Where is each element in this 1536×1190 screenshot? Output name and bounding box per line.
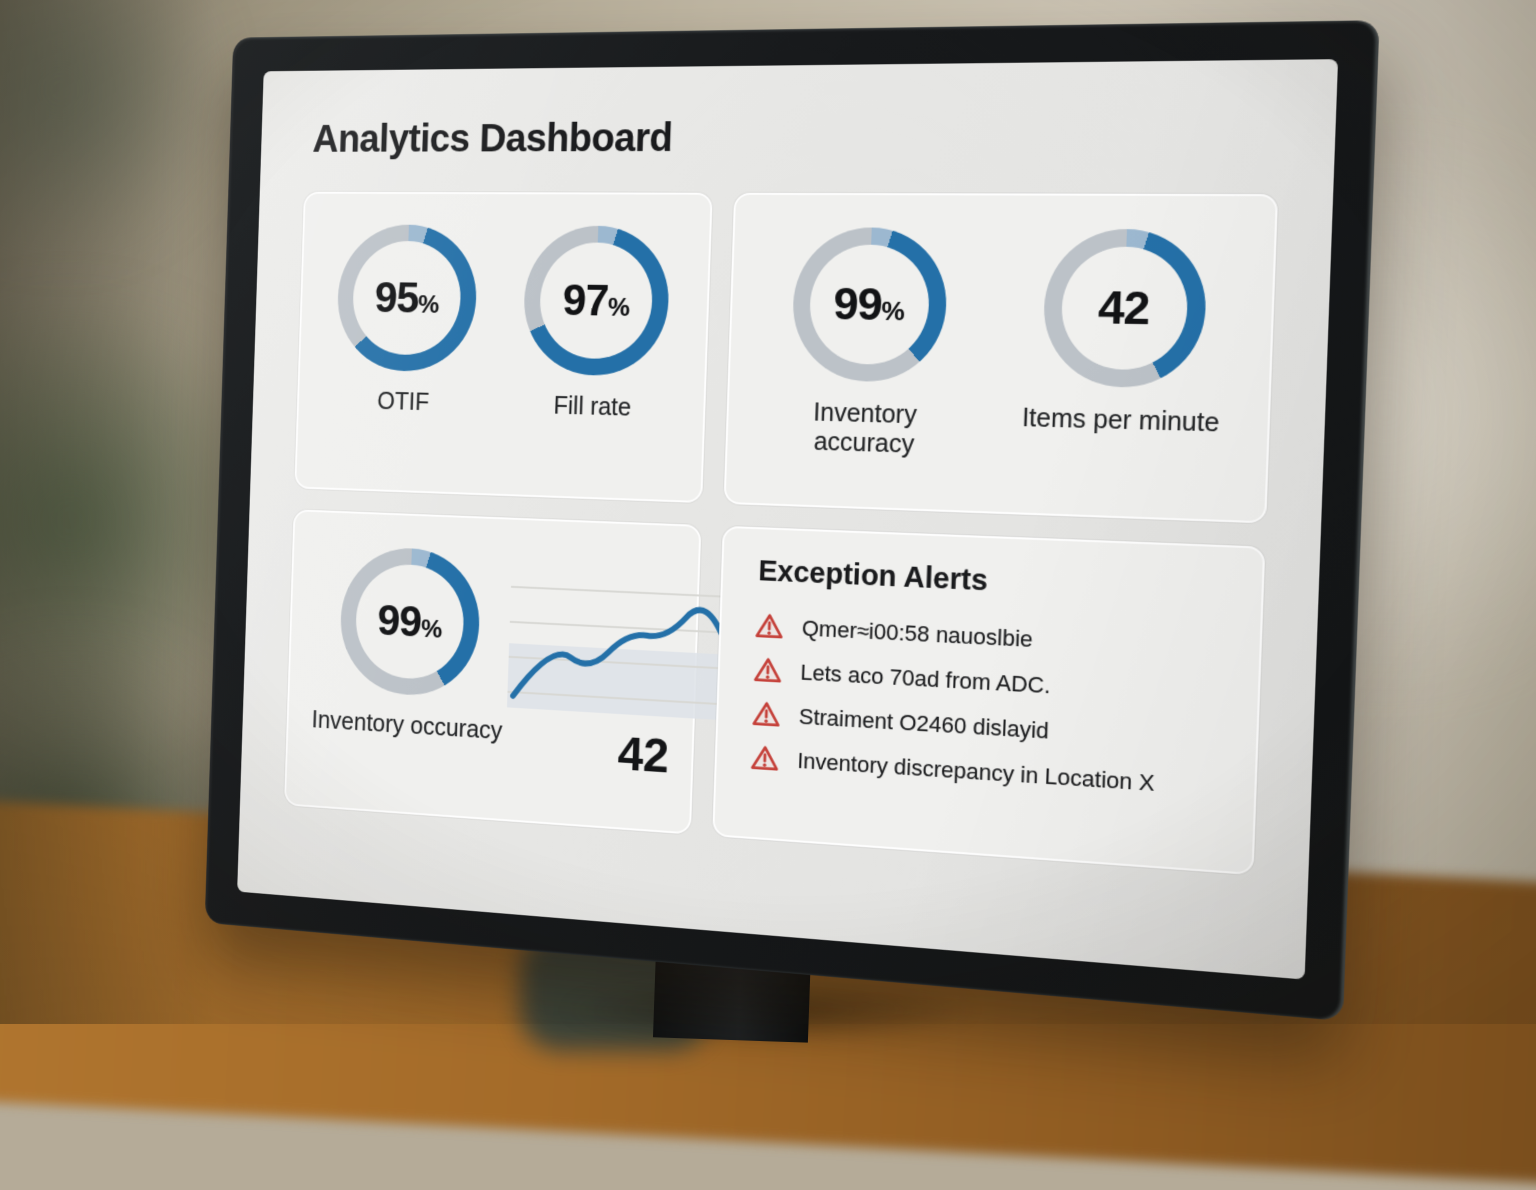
gauge-inventory-occuracy: 99% Inventory occuracy <box>311 544 508 745</box>
gauge-label: Inventory occuracy <box>311 706 503 746</box>
page-title: Analytics Dashboard <box>312 113 1281 162</box>
warning-triangle-icon <box>750 744 780 773</box>
alerts-title: Exception Alerts <box>758 555 1225 609</box>
card-occupancy: 99% Inventory occuracy <box>284 509 701 834</box>
alert-text: Lets aco 70ad from ADC. <box>800 659 1051 699</box>
card-exception-alerts: Exception Alerts Qmer≈i00:58 nauoslbie <box>712 526 1265 875</box>
gauge-inventory-accuracy: 99% Inventory accuracy <box>764 227 973 461</box>
alert-text: Qmer≈i00:58 nauoslbie <box>802 615 1034 653</box>
gauge-ring-fill-rate: 97% <box>522 225 671 376</box>
card-delivery-kpis: 95% OTIF 97% Fill rate <box>294 192 712 503</box>
gauge-label: OTIF <box>377 388 430 417</box>
warning-triangle-icon <box>754 612 784 640</box>
gauge-center: 99% <box>808 244 931 365</box>
gauge-fill-rate: 97% Fill rate <box>498 225 694 424</box>
card-inventory-kpis: 99% Inventory accuracy 42 Items per minu… <box>724 193 1279 524</box>
screen: Analytics Dashboard 95% OTIF <box>237 59 1338 979</box>
warning-triangle-icon <box>753 656 783 685</box>
gauge-label: Inventory accuracy <box>789 398 942 460</box>
gauge-ring-otif: 95% <box>336 224 479 372</box>
gauge-items-per-minute: 42 Items per minute <box>1014 228 1233 438</box>
alert-item[interactable]: Lets aco 70ad from ADC. <box>753 656 1222 709</box>
gauge-center: 95% <box>351 241 462 356</box>
gauge-value: 42 <box>1097 281 1150 336</box>
gauge-label: Items per minute <box>1021 403 1219 438</box>
gauge-value: 99% <box>377 595 442 648</box>
gauge-value: 99% <box>833 278 905 332</box>
trend-value: 42 <box>617 727 670 785</box>
alert-item[interactable]: Straiment O2460 dislayid <box>751 700 1220 755</box>
monitor-bezel: Analytics Dashboard 95% OTIF <box>205 20 1380 1021</box>
gauge-value: 97% <box>562 275 630 327</box>
gauge-ring-inventory-occuracy: 99% <box>338 546 481 699</box>
dashboard-grid: 95% OTIF 97% Fill rate <box>284 192 1278 875</box>
gauge-label: Fill rate <box>553 392 632 422</box>
photo-scene: Analytics Dashboard 95% OTIF <box>0 0 1536 1024</box>
gauge-otif: 95% OTIF <box>313 224 501 418</box>
gauge-value: 95% <box>374 273 439 324</box>
gauge-ring-items-per-minute: 42 <box>1041 229 1208 389</box>
gauge-ring-inventory-accuracy: 99% <box>790 227 948 383</box>
warning-triangle-icon <box>751 700 781 729</box>
alerts-list: Qmer≈i00:58 nauoslbie Lets aco 70ad from… <box>750 612 1223 801</box>
alert-text: Straiment O2460 dislayid <box>798 703 1049 744</box>
gauge-center: 42 <box>1059 246 1189 371</box>
alert-text: Inventory discrepancy in Location X <box>797 747 1155 796</box>
alert-item[interactable]: Qmer≈i00:58 nauoslbie <box>754 612 1223 663</box>
gauge-center: 99% <box>354 562 465 681</box>
alert-item[interactable]: Inventory discrepancy in Location X <box>750 744 1218 801</box>
gauge-center: 97% <box>538 242 654 360</box>
